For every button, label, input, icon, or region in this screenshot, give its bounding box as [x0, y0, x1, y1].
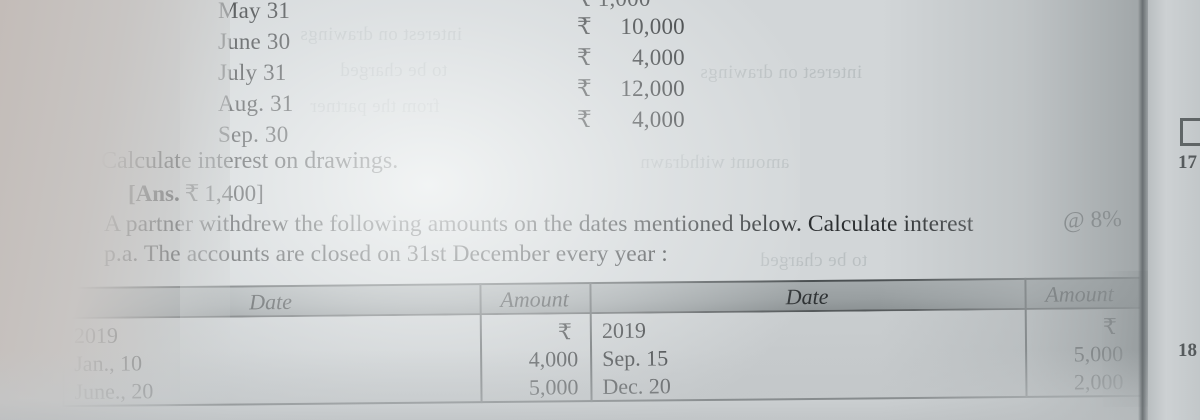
answer-value: 1,400 — [204, 181, 257, 206]
clipped-amount-row: ₹ 1,000 — [577, 0, 651, 12]
rupee-sign: ₹ — [577, 76, 592, 101]
margin-box-glyph — [1180, 118, 1200, 146]
question-number: 10. — [62, 213, 91, 238]
question-line-1: A partner withdrew the following amounts… — [104, 211, 974, 237]
table-cell-date-right: Dec. 20 — [602, 373, 671, 399]
table-cell-amount-left: 4,000 — [528, 346, 579, 372]
table-header-date-left: Date — [249, 288, 293, 315]
answer-prefix: [Ans. — [128, 181, 180, 206]
instruction-line: Calculate interest on drawings. — [101, 148, 399, 174]
amount-value: 10,000 — [620, 14, 685, 39]
table-cell-date-left: June., 20 — [74, 378, 154, 405]
schedule-date: Sep. 30 — [218, 122, 289, 147]
amount-value: 12,000 — [620, 76, 685, 101]
table-header-amount-right: Amount — [1045, 281, 1114, 307]
show-through-ghost-text: to be charged — [760, 250, 868, 271]
margin-page-number: 17 — [1178, 152, 1197, 173]
schedule-date: July 31 — [218, 60, 287, 85]
table-cell-amount-right: 2,000 — [1073, 368, 1124, 395]
drawings-table: Date Amount Date Amount ₹ ₹ 2019 2019 Ja… — [61, 270, 1200, 409]
show-through-ghost-text: amount withdrawn — [640, 152, 790, 173]
table-currency-amount-right: ₹ — [1102, 314, 1117, 340]
answer-suffix: ] — [256, 181, 264, 206]
show-through-ghost-text: to be charged — [340, 60, 448, 81]
table-cell-date-right: Sep. 15 — [602, 345, 669, 371]
amount-value: 4,000 — [632, 45, 685, 70]
table-currency-amount-left: ₹ — [557, 319, 573, 345]
rupee-sign: ₹ — [577, 107, 592, 132]
table-header-date-right: Date — [785, 283, 829, 310]
schedule-amount: ₹12,000 — [577, 76, 685, 102]
schedule-amount: ₹4,000 — [577, 107, 685, 133]
show-through-ghost-text: from the partner — [310, 96, 440, 117]
answer-line: [Ans. ₹1,400] — [128, 181, 264, 207]
table-cell-amount-right: 5,000 — [1073, 340, 1124, 367]
table-cell-date-right: 2019 — [601, 317, 646, 343]
margin-page-number: 18 — [1178, 340, 1197, 361]
schedule-date: June 30 — [218, 29, 291, 54]
show-through-ghost-text: interest on drawings — [300, 24, 463, 45]
table-cell-amount-left: 5,000 — [528, 374, 579, 400]
show-through-ghost-text: interest on drawings — [700, 62, 863, 83]
rupee-sign: ₹ — [577, 14, 592, 39]
schedule-amount: ₹10,000 — [577, 14, 685, 40]
table-header-amount-left: Amount — [500, 286, 569, 312]
question-line-1-tail: @ 8% — [1062, 205, 1123, 235]
schedule-date: May 31 — [218, 0, 291, 23]
schedule-date: Aug. 31 — [218, 91, 294, 116]
rupee-sign: ₹ — [577, 45, 592, 70]
question-line-2: p.a. The accounts are closed on 31st Dec… — [104, 241, 668, 267]
schedule-amount: ₹4,000 — [577, 45, 685, 71]
table-cell-date-left: Jan., 10 — [74, 350, 143, 377]
rupee-sign: ₹ — [184, 181, 200, 206]
amount-value: 4,000 — [632, 107, 685, 132]
table-cell-date-left: 2019 — [73, 322, 119, 349]
